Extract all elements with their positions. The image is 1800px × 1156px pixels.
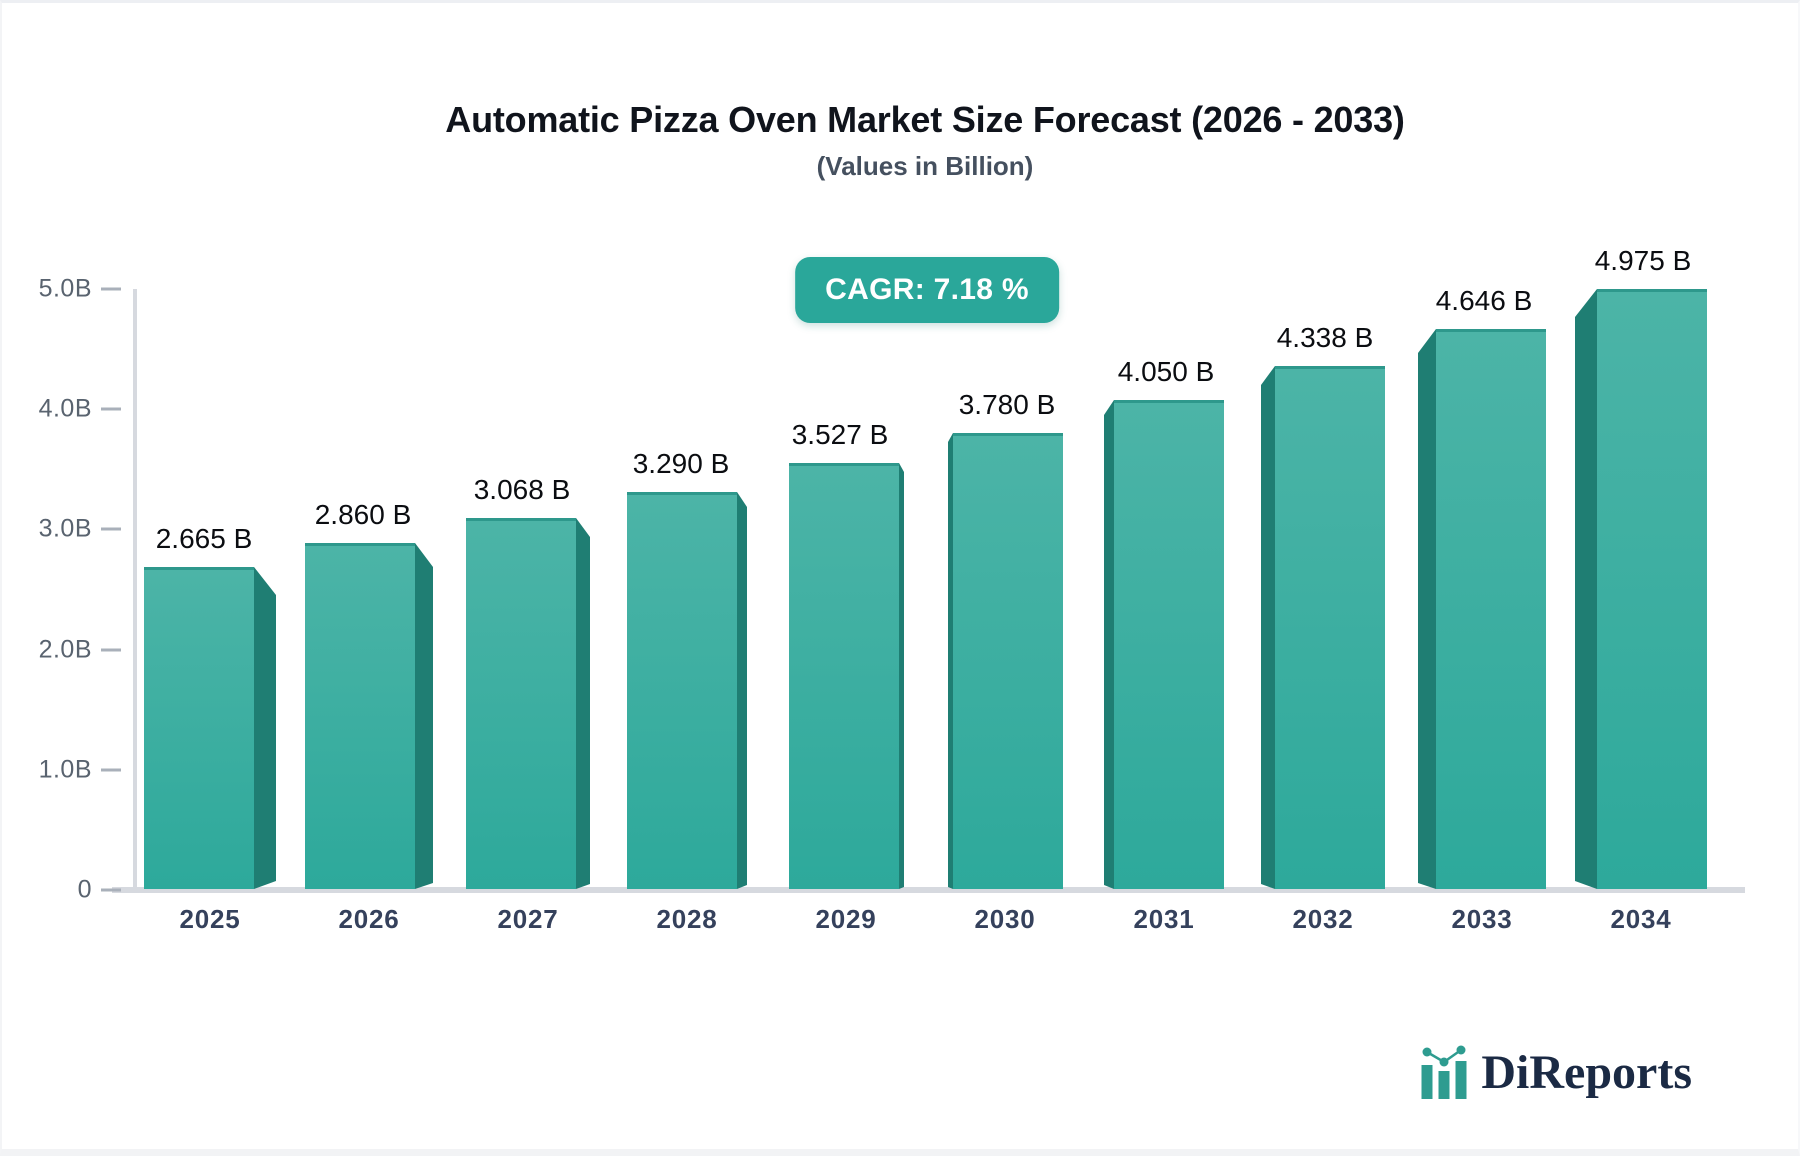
cagr-badge: CAGR: 7.18 % [795, 257, 1059, 323]
bar-value-label: 4.050 B [1117, 356, 1215, 387]
x-axis-label-2028: 2028 [656, 904, 718, 934]
bar-value-label: 4.646 B [1435, 285, 1533, 316]
bar-side-face [576, 518, 590, 889]
y-tick-mark [101, 287, 121, 291]
y-tick-label-5.0B: 5.0B [38, 274, 92, 303]
y-tick-mark [101, 768, 121, 772]
bar-value-label: 4.338 B [1276, 322, 1374, 353]
bar-value-label: 3.068 B [473, 474, 571, 505]
bar-side-face [737, 492, 747, 889]
bar-side-face [254, 567, 276, 889]
x-axis-label-2029: 2029 [815, 904, 877, 934]
direports-logo: DiReports [1421, 1035, 1692, 1099]
bar-2026[interactable] [305, 543, 415, 889]
bar-side-face [1104, 400, 1114, 889]
bar-side-face [1575, 289, 1597, 889]
bar-value-label: 2.860 B [314, 499, 412, 530]
bar-value-label: 2.665 B [155, 523, 253, 554]
bar-2032[interactable] [1275, 366, 1385, 889]
bar-side-face [415, 543, 433, 889]
bar-2034[interactable] [1597, 289, 1707, 889]
bar-side-face [948, 433, 953, 889]
bar-value-label: 4.975 B [1594, 245, 1692, 276]
bar-side-face [1261, 366, 1275, 889]
bar-2029[interactable] [789, 463, 899, 889]
x-axis-label-2026: 2026 [338, 904, 400, 934]
x-axis-label-2031: 2031 [1133, 904, 1195, 934]
bar-value-label: 3.527 B [791, 419, 889, 450]
y-tick-label-4.0B: 4.0B [38, 394, 92, 423]
bar-side-face [1418, 329, 1436, 889]
x-axis-label-2027: 2027 [497, 904, 559, 934]
y-tick-label-2.0B: 2.0B [38, 635, 92, 664]
x-axis-line [112, 887, 1745, 893]
x-axis-label-2033: 2033 [1451, 904, 1513, 934]
bar-value-label: 3.290 B [632, 448, 730, 479]
y-tick-mark [101, 888, 121, 892]
logo-chart-icon [1421, 1045, 1467, 1099]
bar-2031[interactable] [1114, 400, 1224, 889]
x-axis-label-2034: 2034 [1610, 904, 1672, 934]
chart-subtitle: (Values in Billion) [816, 151, 1034, 181]
bar-2030[interactable] [953, 433, 1063, 889]
y-tick-label-1.0B: 1.0B [38, 755, 92, 784]
x-axis-label-2032: 2032 [1292, 904, 1354, 934]
y-tick-label-0: 0 [77, 875, 92, 904]
bar-2033[interactable] [1436, 329, 1546, 889]
plot-area: 5.0B 4.0B 3.0B 2.0B 1.0B 0 2.665 B 2025 2.860 B 2… [2, 3, 1798, 1149]
chart-title: Automatic Pizza Oven Market Size Forecas… [445, 99, 1405, 140]
bar-value-label: 3.780 B [958, 389, 1056, 420]
y-tick-mark [101, 527, 121, 531]
bar-2027[interactable] [466, 518, 576, 889]
y-axis-line [133, 289, 137, 890]
bar-side-face [899, 463, 904, 889]
y-tick-mark [101, 648, 121, 652]
bar-2028[interactable] [627, 492, 737, 889]
y-tick-mark [101, 407, 121, 411]
logo-text: DiReports [1481, 1046, 1692, 1099]
x-axis-label-2025: 2025 [179, 904, 241, 934]
x-axis-label-2030: 2030 [974, 904, 1036, 934]
y-tick-label-3.0B: 3.0B [38, 514, 92, 543]
bar-2025[interactable] [144, 567, 254, 889]
